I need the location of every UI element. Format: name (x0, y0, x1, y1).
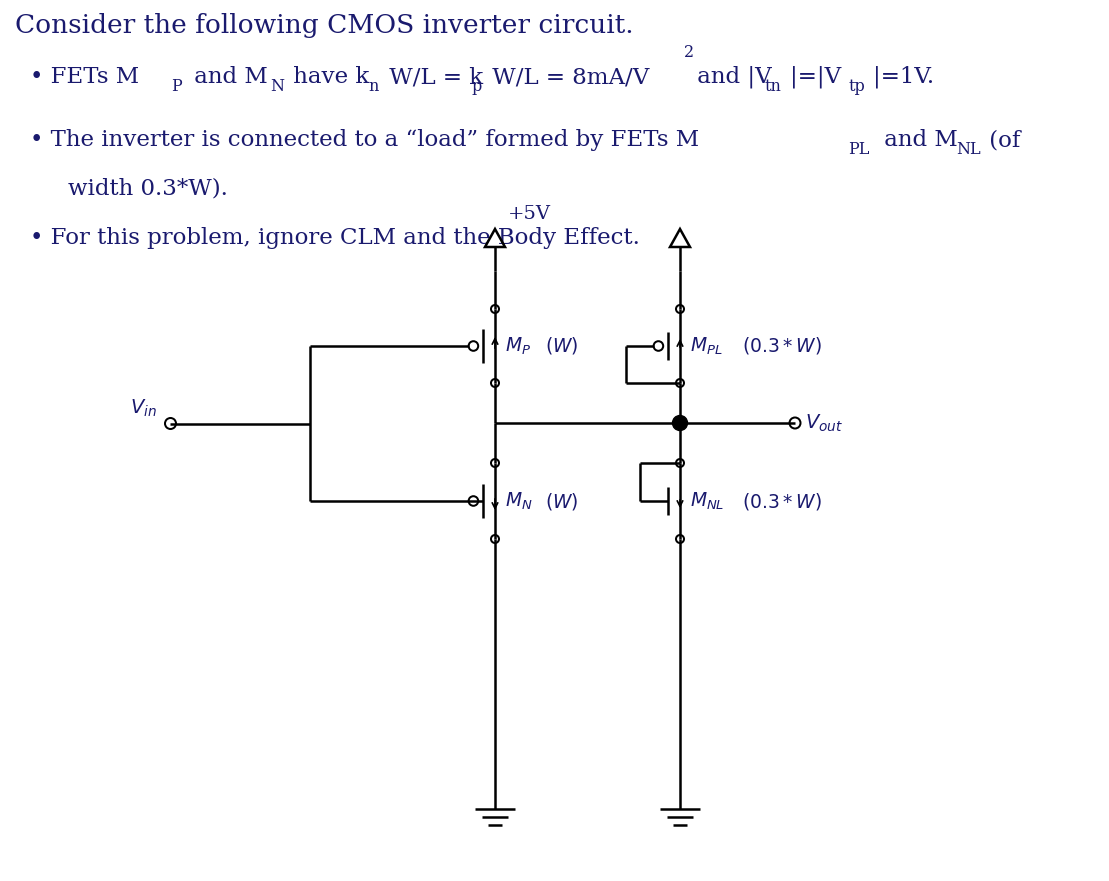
Text: Consider the following CMOS inverter circuit.: Consider the following CMOS inverter cir… (16, 13, 633, 38)
Text: (of: (of (981, 129, 1020, 151)
Text: $V_{in}$: $V_{in}$ (130, 397, 157, 418)
Text: • The inverter is connected to a “load” formed by FETs M: • The inverter is connected to a “load” … (30, 129, 699, 151)
Text: tn: tn (765, 78, 782, 95)
Text: have k: have k (286, 66, 369, 88)
Text: and M: and M (877, 129, 958, 151)
Text: $(0.3*W)$: $(0.3*W)$ (742, 491, 822, 512)
Text: P: P (172, 78, 182, 95)
Text: W/L = 8mA/V: W/L = 8mA/V (485, 66, 649, 88)
Text: n: n (368, 78, 379, 95)
Text: $(W)$: $(W)$ (545, 336, 579, 357)
Text: NL: NL (956, 141, 980, 158)
Circle shape (672, 416, 688, 431)
Text: $(0.3*W)$: $(0.3*W)$ (742, 336, 822, 357)
Text: tp: tp (849, 78, 866, 95)
Text: and M: and M (187, 66, 267, 88)
Text: $V_{out}$: $V_{out}$ (805, 412, 843, 433)
Text: +5V: +5V (508, 205, 551, 223)
Text: $M_{NL}$: $M_{NL}$ (690, 491, 724, 512)
Text: • FETs M: • FETs M (30, 66, 139, 88)
Text: PL: PL (848, 141, 869, 158)
Text: and |V: and |V (690, 66, 772, 88)
Text: W/L = k: W/L = k (381, 66, 484, 88)
Text: N: N (269, 78, 284, 95)
Text: 2: 2 (683, 44, 693, 61)
Text: • For this problem, ignore CLM and the Body Effect.: • For this problem, ignore CLM and the B… (30, 227, 640, 249)
Text: $M_{PL}$: $M_{PL}$ (690, 336, 723, 357)
Text: |=1V.: |=1V. (873, 66, 934, 88)
Text: $(W)$: $(W)$ (545, 491, 579, 512)
Text: $M_N$: $M_N$ (505, 491, 532, 512)
Text: width 0.3*W).: width 0.3*W). (68, 178, 227, 200)
Text: p: p (472, 78, 482, 95)
Text: $M_P$: $M_P$ (505, 336, 531, 357)
Text: |=|V: |=|V (790, 66, 841, 88)
